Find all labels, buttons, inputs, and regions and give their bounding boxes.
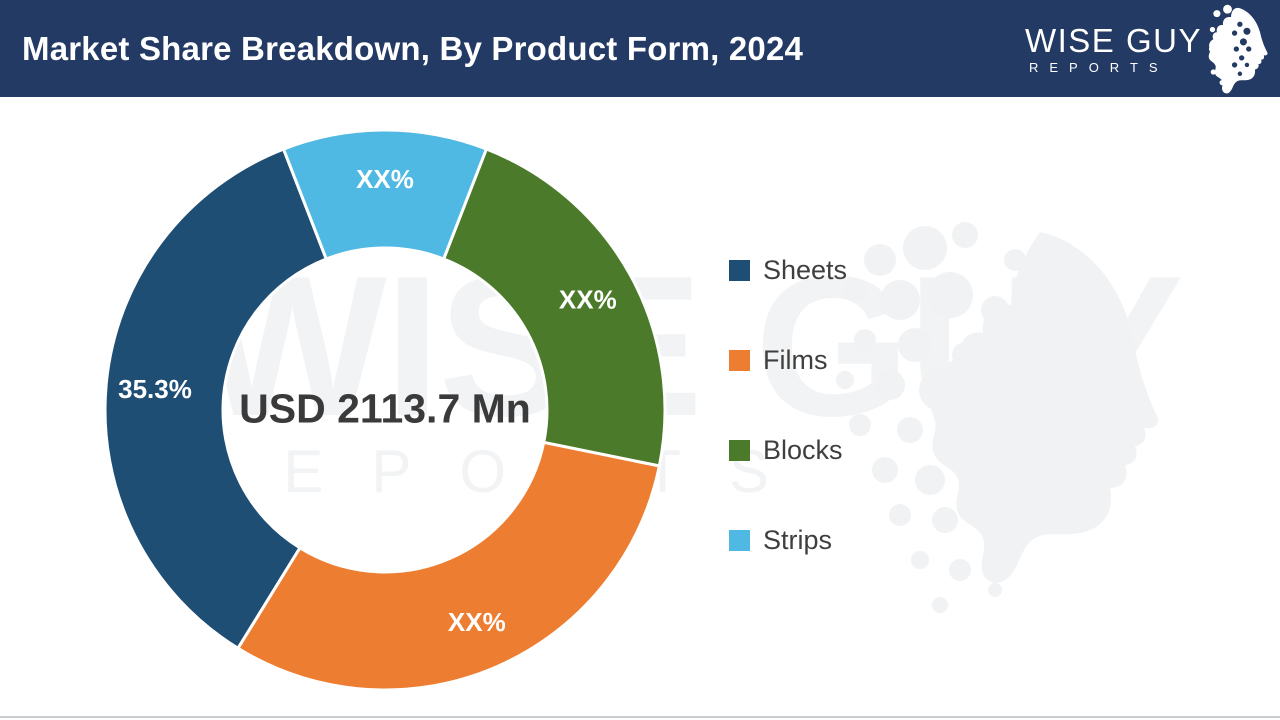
legend-swatch <box>729 349 750 371</box>
legend-swatch <box>729 529 750 551</box>
segment-pct-label-blocks: XX% <box>559 284 617 314</box>
donut-segment-sheets <box>103 147 329 651</box>
legend-item-sheets: Sheets <box>729 255 847 285</box>
donut-segment-blocks <box>441 147 667 468</box>
chart-center-value: USD 2113.7 Mn <box>239 385 531 432</box>
brand-logo: WISE GUY REPORTS <box>1025 0 1270 97</box>
chart-area: WISE GUY REPORTS 35.3% XX% XX% XX% USD 2113… <box>0 97 1280 720</box>
legend-item-films: Films <box>729 345 847 375</box>
bottom-divider <box>0 716 1280 718</box>
logo-wordmark: WISE GUY REPORTS <box>1025 24 1202 74</box>
legend-label: Sheets <box>763 254 848 285</box>
legend-item-blocks: Blocks <box>729 435 847 465</box>
segment-pct-label-sheets: 35.3% <box>118 374 192 404</box>
legend-label: Blocks <box>763 434 843 465</box>
donut-segment-films <box>235 440 662 692</box>
legend-swatch <box>729 259 750 281</box>
chart-legend: Sheets Films Blocks Strips <box>729 255 847 615</box>
donut-chart: 35.3% XX% XX% XX% <box>103 128 667 692</box>
watermark-face-icon <box>836 222 1159 613</box>
page-title: Market Share Breakdown, By Product Form,… <box>22 29 804 67</box>
donut-segment-strips <box>281 128 489 261</box>
legend-item-strips: Strips <box>729 525 847 555</box>
segment-pct-label-strips: XX% <box>356 164 414 194</box>
logo-reports-text: REPORTS <box>1028 59 1169 75</box>
segment-pct-label-films: XX% <box>448 607 506 637</box>
legend-label: Strips <box>763 524 833 555</box>
watermark-reports-text: REPORTS <box>192 438 817 505</box>
header-bar: Market Share Breakdown, By Product Form,… <box>0 0 1280 97</box>
logo-face-icon <box>1208 4 1268 93</box>
legend-swatch <box>729 439 750 461</box>
logo-name-text: WISE GUY <box>1024 21 1202 59</box>
legend-label: Films <box>763 344 828 375</box>
